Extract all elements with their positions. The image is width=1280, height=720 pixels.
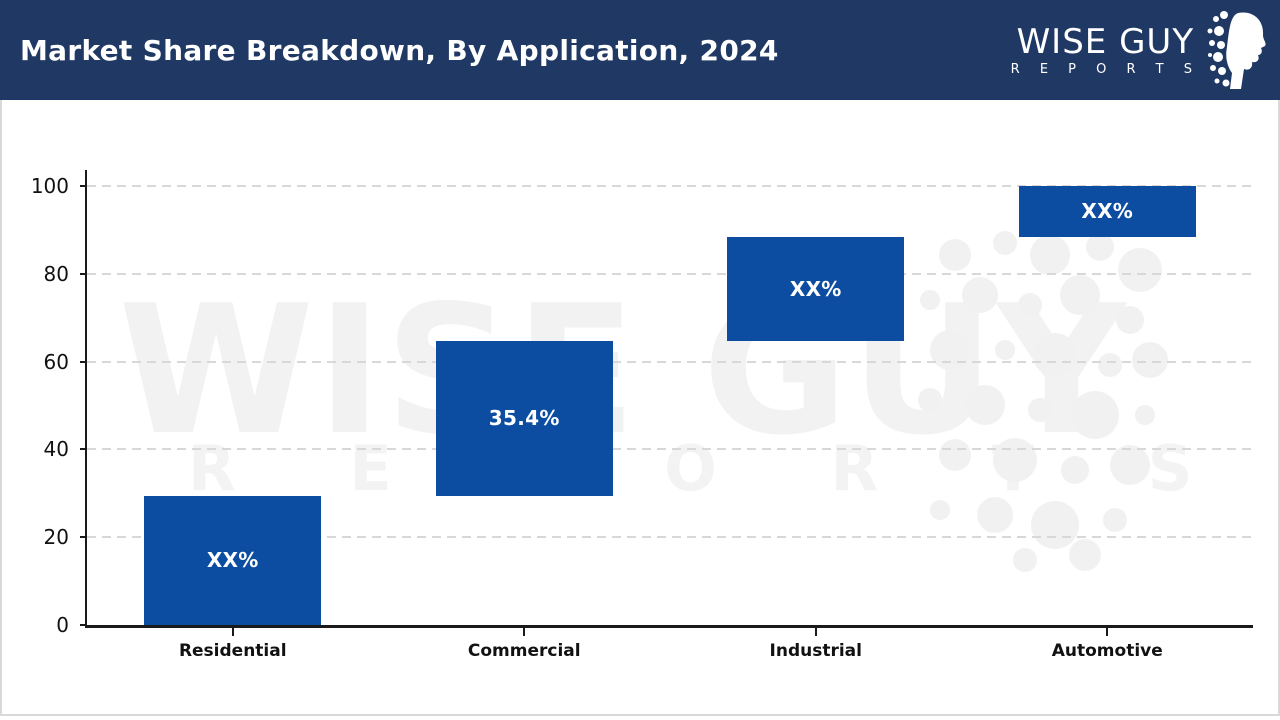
gridline-60 <box>87 360 1253 363</box>
y-tick <box>80 536 87 539</box>
y-tick-label: 40 <box>43 437 69 462</box>
y-tick <box>80 272 87 275</box>
brand-logo: WISE GUY R E P O R T S <box>1011 8 1266 94</box>
bar-value-label: XX% <box>206 548 259 573</box>
y-tick-label: 80 <box>43 261 69 286</box>
y-tick <box>80 360 87 363</box>
y-tick-label: 0 <box>56 613 69 637</box>
y-tick-label: 100 <box>30 174 69 198</box>
x-tick <box>231 628 234 636</box>
gridline-40 <box>87 448 1253 451</box>
bar-industrial: XX% <box>727 236 905 341</box>
bar-commercial: 35.4% <box>435 340 613 496</box>
gridline-80 <box>87 272 1253 275</box>
bar-value-label: XX% <box>1081 199 1134 224</box>
gridline-100 <box>87 185 1253 187</box>
bar-value-label: XX% <box>789 276 842 301</box>
x-tick <box>1106 628 1109 636</box>
page-title: Market Share Breakdown, By Application, … <box>20 34 779 67</box>
x-category-label: Industrial <box>769 641 862 661</box>
x-category-label: Commercial <box>467 641 581 661</box>
header: Market Share Breakdown, By Application, … <box>0 0 1280 100</box>
logo-subtext: R E P O R T S <box>1010 62 1200 78</box>
x-category-label: Residential <box>178 641 287 661</box>
x-tick <box>523 628 526 636</box>
logo-head-icon <box>1207 11 1266 89</box>
y-axis <box>85 170 87 628</box>
y-tick <box>80 185 87 187</box>
bar-residential: XX% <box>144 495 322 625</box>
bar-automotive: XX% <box>1018 186 1196 237</box>
x-tick <box>814 628 817 636</box>
y-tick <box>80 448 87 451</box>
logo-text: WISE GUY R E P O R T S <box>1010 21 1200 78</box>
gridline-20 <box>87 536 1253 539</box>
y-tick-label: 60 <box>43 349 69 374</box>
bar-value-label: 35.4% <box>488 406 560 431</box>
logo-wordmark: WISE GUY <box>1016 21 1195 62</box>
y-tick <box>80 624 87 626</box>
x-category-label: Automotive <box>1051 641 1163 661</box>
y-tick-label: 20 <box>43 525 69 550</box>
x-axis <box>85 625 1253 628</box>
